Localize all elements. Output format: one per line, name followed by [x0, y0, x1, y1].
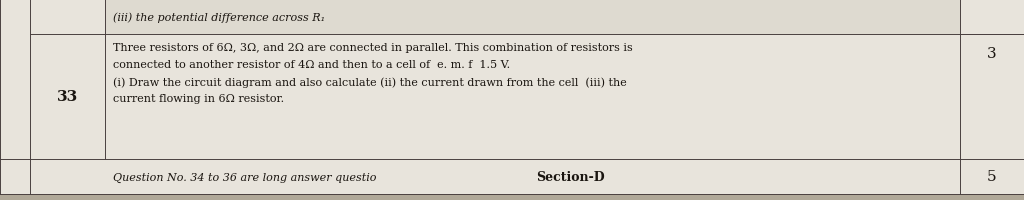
Text: 33: 33	[57, 90, 78, 104]
Text: connected to another resistor of 4Ω and then to a cell of  e. m. f  1.5 V.: connected to another resistor of 4Ω and …	[113, 60, 510, 70]
Bar	[30, 159, 105, 194]
Text: Three resistors of 6Ω, 3Ω, and 2Ω are connected in parallel. This combination of: Three resistors of 6Ω, 3Ω, and 2Ω are co…	[113, 43, 633, 53]
Text: (iii) the potential difference across R₁: (iii) the potential difference across R₁	[113, 12, 326, 23]
Bar	[961, 35, 1024, 159]
Bar	[0, 159, 30, 194]
Bar	[961, 0, 1024, 35]
Text: Section-D: Section-D	[536, 170, 604, 183]
Bar	[105, 159, 961, 194]
Bar	[30, 0, 105, 35]
Text: (i) Draw the circuit diagram and also calculate (ii) the current drawn from the : (i) Draw the circuit diagram and also ca…	[113, 77, 627, 87]
Bar	[0, 35, 30, 159]
Bar	[961, 159, 1024, 194]
Text: current flowing in 6Ω resistor.: current flowing in 6Ω resistor.	[113, 94, 284, 103]
Bar	[105, 35, 961, 159]
Text: 3: 3	[987, 47, 996, 61]
Text: Question No. 34 to 36 are long answer questio: Question No. 34 to 36 are long answer qu…	[113, 172, 377, 182]
Bar	[30, 35, 105, 159]
Bar	[105, 0, 961, 35]
Text: 5: 5	[987, 170, 996, 184]
Bar	[0, 0, 30, 35]
